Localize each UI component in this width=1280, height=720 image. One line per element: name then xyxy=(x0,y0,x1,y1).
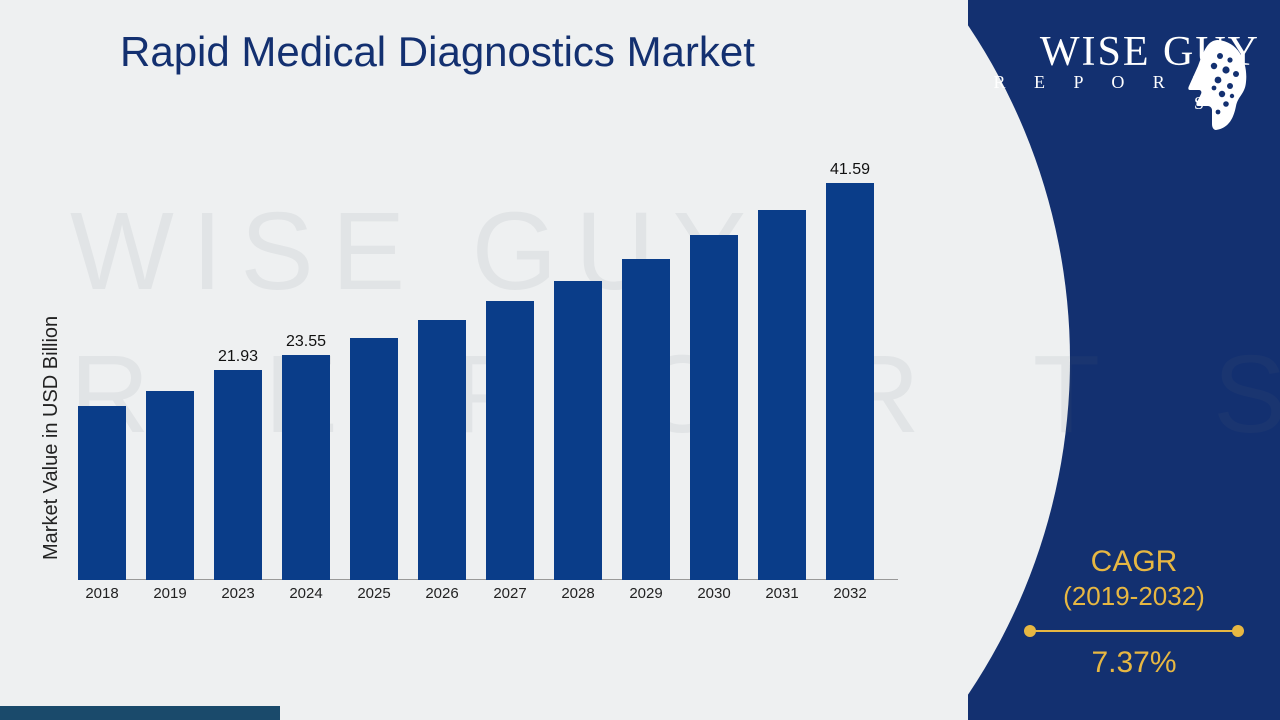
bar xyxy=(622,259,670,580)
y-axis-label: Market Value in USD Billion xyxy=(40,316,63,560)
x-tick-label: 2030 xyxy=(690,585,738,602)
bar-slot: 41.59 xyxy=(826,183,874,580)
cagr-value: 7.37% xyxy=(988,646,1280,680)
bar xyxy=(78,406,126,580)
bar xyxy=(486,301,534,580)
cagr-label: CAGR xyxy=(988,545,1280,579)
bottom-strip xyxy=(0,706,280,720)
bar-slot xyxy=(690,235,738,580)
bar xyxy=(758,210,806,580)
bar-slot xyxy=(486,301,534,580)
cagr-period: (2019-2032) xyxy=(988,581,1280,612)
bar-slot xyxy=(78,406,126,580)
bar xyxy=(214,370,262,580)
cagr-divider xyxy=(1030,630,1238,632)
bar-slot xyxy=(418,320,466,580)
bar-value-label: 41.59 xyxy=(830,161,870,179)
bar-slot: 23.55 xyxy=(282,355,330,580)
x-tick-label: 2032 xyxy=(826,585,874,602)
head-icon xyxy=(1168,36,1252,136)
bar-slot: 21.93 xyxy=(214,370,262,580)
bar-slot xyxy=(350,338,398,580)
bar xyxy=(282,355,330,580)
bar-chart: 21.93 23.55 41.59 xyxy=(78,150,898,580)
x-tick-label: 2023 xyxy=(214,585,262,602)
bar xyxy=(146,391,194,580)
bar xyxy=(826,183,874,580)
bar-value-label: 23.55 xyxy=(286,333,326,351)
bar xyxy=(350,338,398,580)
cagr-box: CAGR (2019-2032) 7.37% xyxy=(988,545,1280,680)
chart-title: Rapid Medical Diagnostics Market xyxy=(120,28,755,76)
x-tick-label: 2019 xyxy=(146,585,194,602)
x-tick-label: 2029 xyxy=(622,585,670,602)
x-tick-label: 2031 xyxy=(758,585,806,602)
x-tick-label: 2028 xyxy=(554,585,602,602)
bar-slot xyxy=(622,259,670,580)
bar-value-label: 21.93 xyxy=(218,348,258,366)
x-tick-label: 2024 xyxy=(282,585,330,602)
bar-slot xyxy=(554,281,602,580)
x-tick-label: 2026 xyxy=(418,585,466,602)
bar-slot xyxy=(146,391,194,580)
bar xyxy=(690,235,738,580)
bar xyxy=(418,320,466,580)
x-tick-label: 2027 xyxy=(486,585,534,602)
brand-logo: WISE GUY R E P O R T S xyxy=(985,28,1260,114)
bar xyxy=(554,281,602,580)
bar-slot xyxy=(758,210,806,580)
x-tick-label: 2025 xyxy=(350,585,398,602)
x-tick-label: 2018 xyxy=(78,585,126,602)
